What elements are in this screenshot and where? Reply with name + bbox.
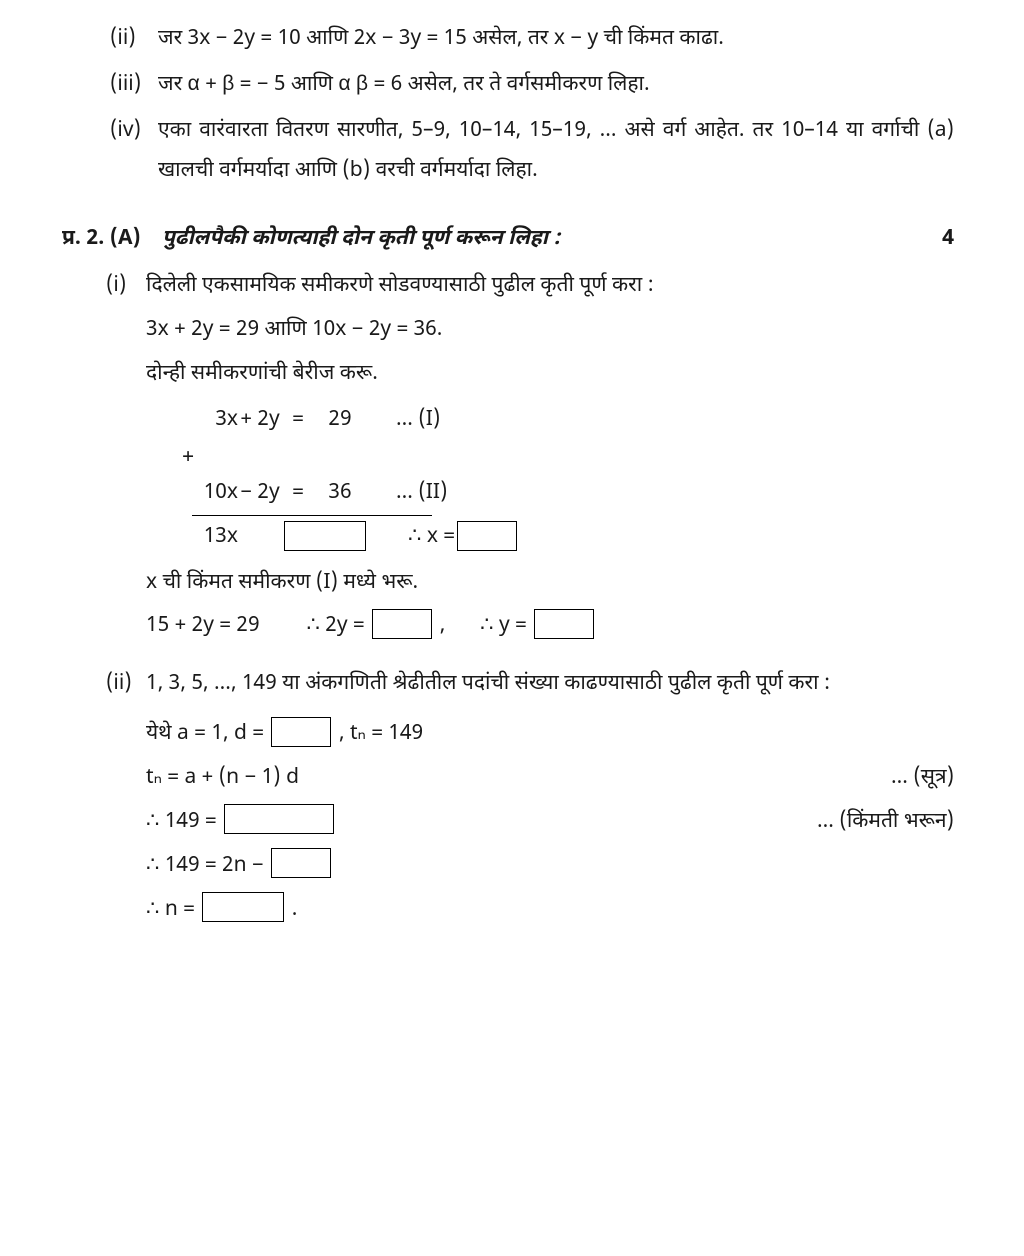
q1-ii: (ii) जर 3x − 2y = 10 आणि 2x − 3y = 15 अस… bbox=[110, 20, 954, 60]
blank-box[interactable] bbox=[534, 609, 594, 639]
q1-iii-text: जर α + β = − 5 आणि α β = 6 असेल, तर ते व… bbox=[158, 66, 954, 106]
blank-box[interactable] bbox=[271, 848, 331, 878]
eq1-e: ... (I) bbox=[366, 403, 486, 439]
note-values: ... (किंमती भरून) bbox=[817, 803, 954, 843]
blank-box[interactable] bbox=[372, 609, 432, 639]
given-tn: , tₙ = 149 bbox=[339, 720, 423, 748]
eq1-b: + 2y bbox=[238, 403, 282, 439]
eq-15-2y: 15 + 2y = 29 bbox=[146, 612, 260, 640]
q2-number: प्र. 2. (A) bbox=[62, 220, 162, 260]
sum-13x: 13x bbox=[182, 520, 238, 556]
blank-box[interactable] bbox=[457, 521, 517, 551]
q1-ii-text: जर 3x − 2y = 10 आणि 2x − 3y = 15 असेल, त… bbox=[158, 20, 954, 60]
ap-formula: tₙ = a + (n − 1) d bbox=[146, 764, 299, 792]
eq1-c: = bbox=[282, 403, 314, 439]
therefore-y: ∴ y = bbox=[480, 612, 527, 640]
q2ii-fill-row: ∴ 149 = ... (किंमती भरून) bbox=[146, 803, 954, 843]
q1-iii: (iii) जर α + β = − 5 आणि α β = 6 असेल, त… bbox=[110, 66, 954, 106]
comma: , bbox=[440, 612, 446, 640]
label-i: (i) bbox=[106, 267, 146, 651]
therefore-n: ∴ n = bbox=[146, 896, 195, 924]
q2i-solve-y: 15 + 2y = 29 ∴ 2y = , ∴ y = bbox=[146, 607, 954, 647]
eq2-e: ... (II) bbox=[366, 476, 486, 512]
q2-heading: पुढीलपैकी कोणत्याही दोन कृती पूर्ण करून … bbox=[162, 220, 926, 260]
therefore-x: ∴ x = bbox=[408, 520, 455, 556]
blank-box[interactable] bbox=[224, 804, 334, 834]
eq2-d: 36 bbox=[314, 476, 366, 512]
therefore-2y: ∴ 2y = bbox=[306, 612, 364, 640]
eq1-d: 29 bbox=[314, 403, 366, 439]
eq2-b: − 2y bbox=[238, 476, 282, 512]
period: . bbox=[292, 896, 298, 924]
blank-box[interactable] bbox=[202, 892, 284, 922]
label-iv: (iv) bbox=[110, 112, 158, 192]
q2ii-n-row: ∴ n = . bbox=[146, 891, 954, 931]
q2i-equations: 3x + 2y = 29 आणि 10x − 2y = 36. bbox=[146, 311, 954, 351]
note-sutra: ... (सूत्र) bbox=[891, 759, 954, 799]
q2ii-formula-row: tₙ = a + (n − 1) d ... (सूत्र) bbox=[146, 759, 954, 799]
q2-header: प्र. 2. (A) पुढीलपैकी कोणत्याही दोन कृती… bbox=[62, 220, 954, 260]
q2-i: (i) दिलेली एकसामयिक समीकरणे सोडवण्यासाठी… bbox=[106, 267, 954, 651]
q2i-action: दोन्ही समीकरणांची बेरीज करू. bbox=[146, 355, 954, 395]
label-iii: (iii) bbox=[110, 66, 158, 106]
given-a-d: येथे a = 1, d = bbox=[146, 720, 264, 748]
q2-marks: 4 bbox=[926, 220, 954, 260]
q2-ii: (ii) 1, 3, 5, ..., 149 या अंकगणिती श्रेढ… bbox=[106, 665, 954, 934]
addition-rule bbox=[192, 515, 432, 516]
label-ii: (ii) bbox=[110, 20, 158, 60]
plus-sign: + bbox=[182, 439, 202, 476]
q2ii-given: येथे a = 1, d = , tₙ = 149 bbox=[146, 715, 954, 755]
q2ii-intro: 1, 3, 5, ..., 149 या अंकगणिती श्रेढीतील … bbox=[146, 665, 954, 705]
blank-box[interactable] bbox=[271, 717, 331, 747]
q1-iv: (iv) एका वारंवारता वितरण सारणीत, 5–9, 10… bbox=[110, 112, 954, 192]
eq2-a: 10x bbox=[182, 476, 238, 512]
q2i-substitute: x ची किंमत समीकरण (I) मध्ये भरू. bbox=[146, 564, 954, 604]
therefore-2n: ∴ 149 = 2n − bbox=[146, 852, 264, 880]
addition-block: 3x + 2y = 29 ... (I) + 10x − 2y = 36 ...… bbox=[182, 403, 954, 555]
eq2-c: = bbox=[282, 476, 314, 512]
blank-box[interactable] bbox=[284, 521, 366, 551]
q1-iv-text: एका वारंवारता वितरण सारणीत, 5–9, 10–14, … bbox=[158, 112, 954, 192]
label-ii-b: (ii) bbox=[106, 665, 146, 934]
q2i-intro: दिलेली एकसामयिक समीकरणे सोडवण्यासाठी पुढ… bbox=[146, 267, 954, 307]
q2ii-2n-row: ∴ 149 = 2n − bbox=[146, 847, 954, 887]
eq1-a: 3x bbox=[182, 403, 238, 439]
therefore-149: ∴ 149 = bbox=[146, 808, 217, 836]
